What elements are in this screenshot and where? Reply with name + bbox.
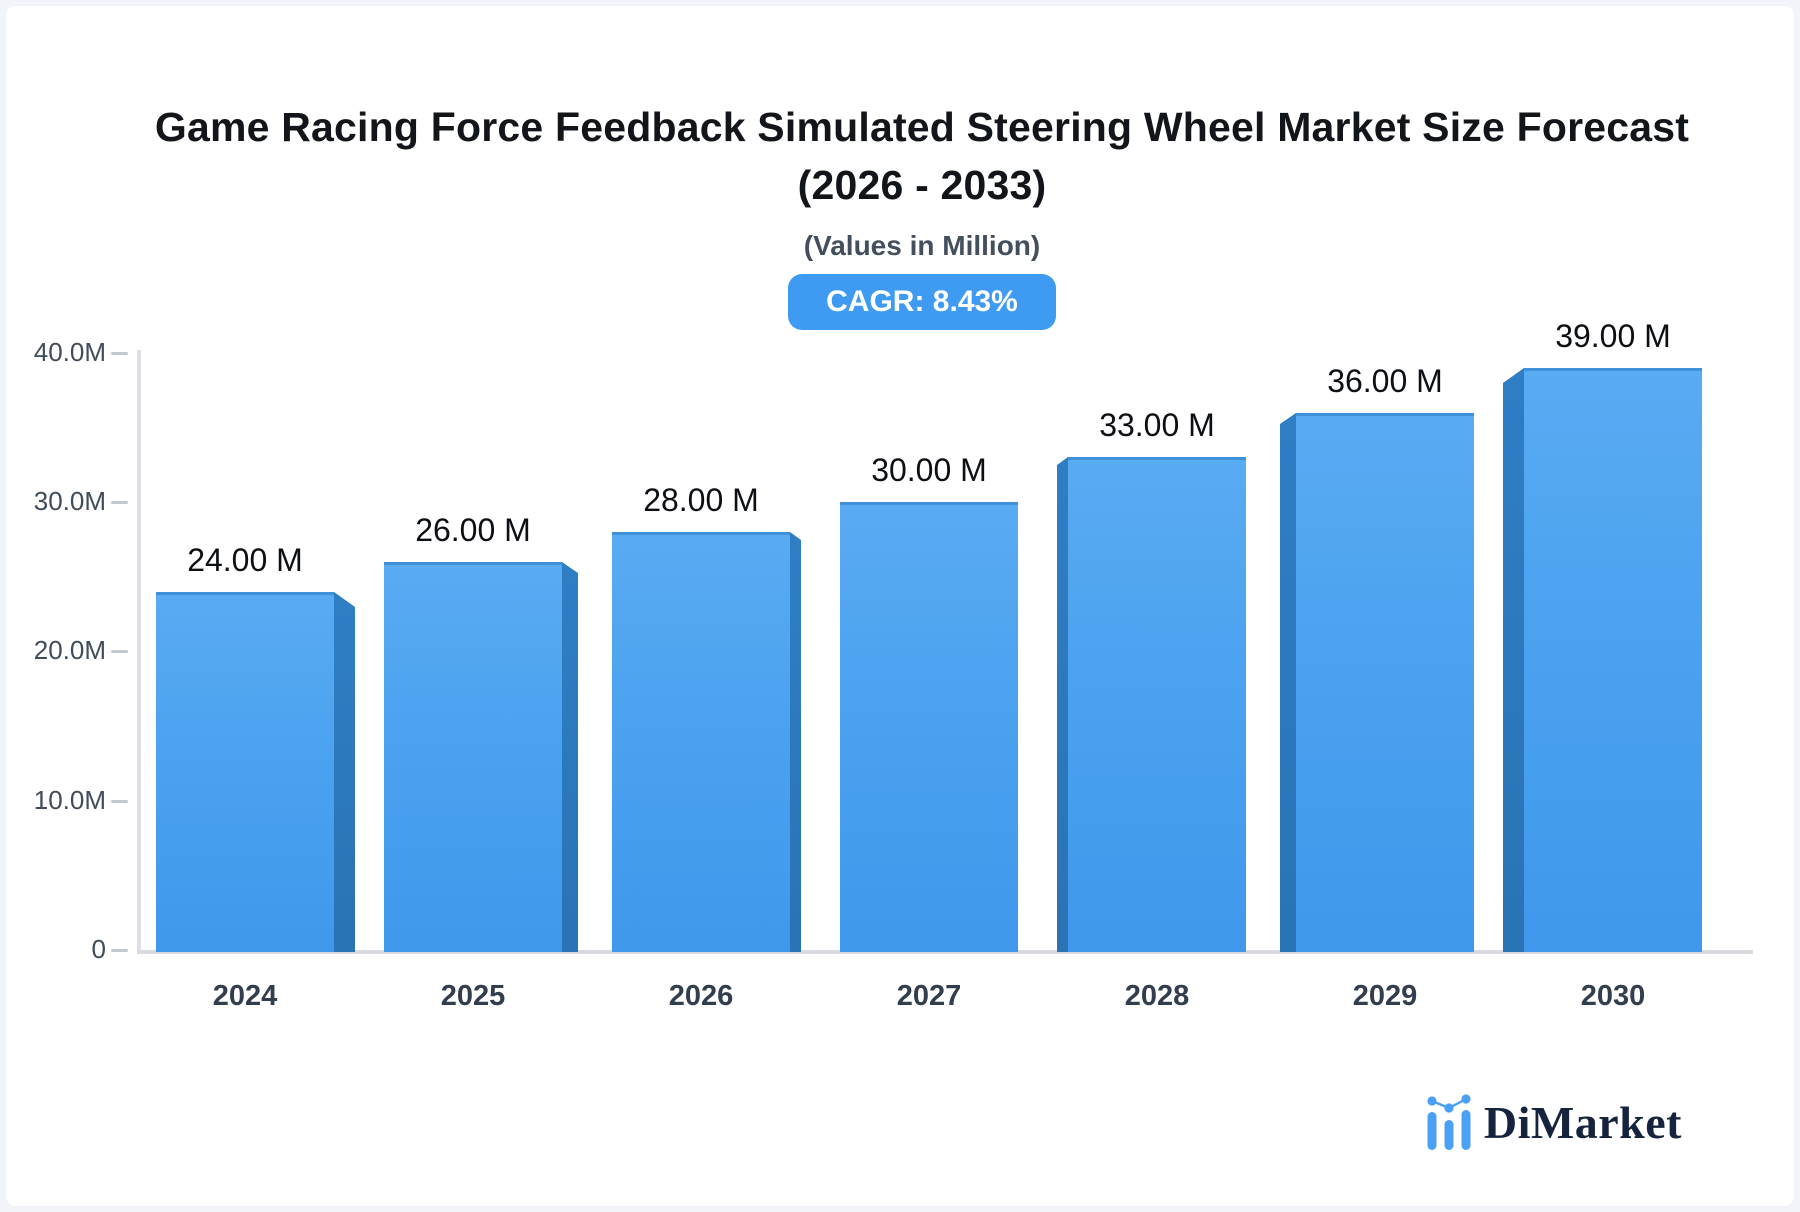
logo-bars-icon [1427,1094,1471,1150]
y-axis-tick-mark [111,501,128,505]
dimarket-logo: DiMarket [1427,1094,1682,1150]
x-axis-label-2029: 2029 [1352,980,1418,1012]
y-axis-tick-label: 10.0M [33,784,106,815]
x-axis-line [137,950,1753,954]
bar-3d-side-2025 [562,562,578,952]
x-axis-label-2028: 2028 [1124,980,1190,1012]
bar-2028[interactable] [1068,457,1246,952]
bar-value-label-2030: 39.00 M [1555,318,1671,354]
bar-value-label-2026: 28.00 M [643,482,759,518]
y-axis-line [137,350,141,954]
y-axis-tick-label: 40.0M [33,336,106,367]
y-axis-tick-label: 30.0M [33,486,106,517]
bar-3d-side-2026 [790,532,801,952]
chart-title-line1: Game Racing Force Feedback Simulated Ste… [154,104,1690,150]
bar-3d-side-2030 [1503,368,1524,952]
chart-card: Game Racing Force Feedback Simulated Ste… [5,5,1795,1207]
bar-2025[interactable] [384,562,562,952]
bar-2024[interactable] [156,592,334,952]
bar-2027[interactable] [840,502,1018,952]
bar-value-label-2029: 36.00 M [1327,363,1443,399]
bar-2030[interactable] [1524,368,1702,952]
chart-title-line2: (2026 - 2033) [797,162,1047,209]
y-axis-tick-mark [111,650,128,654]
bar-value-label-2027: 30.00 M [871,452,987,488]
x-axis-label-2026: 2026 [668,980,734,1012]
bar-value-label-2028: 33.00 M [1099,407,1215,443]
y-axis-tick-mark [111,799,128,803]
chart-subtitle: (Values in Million) [803,230,1041,262]
x-axis-label-2024: 2024 [212,980,278,1012]
bar-value-label-2024: 24.00 M [187,542,303,578]
x-axis-label-2030: 2030 [1580,980,1646,1012]
y-axis-tick-mark [111,351,128,355]
y-axis-tick-label: 0 [91,934,106,964]
bar-3d-side-2024 [334,592,355,952]
chart-header: Game Racing Force Feedback Simulated Ste… [50,98,1794,331]
bar-2026[interactable] [612,532,790,952]
logo-text: DiMarket [1483,1096,1682,1148]
y-axis-tick-mark [111,949,128,952]
chart-title: Game Racing Force Feedback Simulated Ste… [50,98,1794,214]
x-axis-label-2027: 2027 [896,980,962,1012]
bar-2029[interactable] [1296,413,1474,952]
bar-3d-side-2029 [1280,413,1296,952]
x-axis-label-2025: 2025 [440,980,506,1012]
cagr-badge: CAGR: 8.43% [788,274,1056,331]
bar-value-label-2025: 26.00 M [415,512,531,548]
bar-3d-side-2028 [1057,457,1068,952]
bar-chart-plot: 0 10.0M 20.0M 30.0M 40.0M 24.00 M 2024 26.00 M 2… [6,6,1794,1206]
y-axis-tick-label: 20.0M [33,635,106,666]
